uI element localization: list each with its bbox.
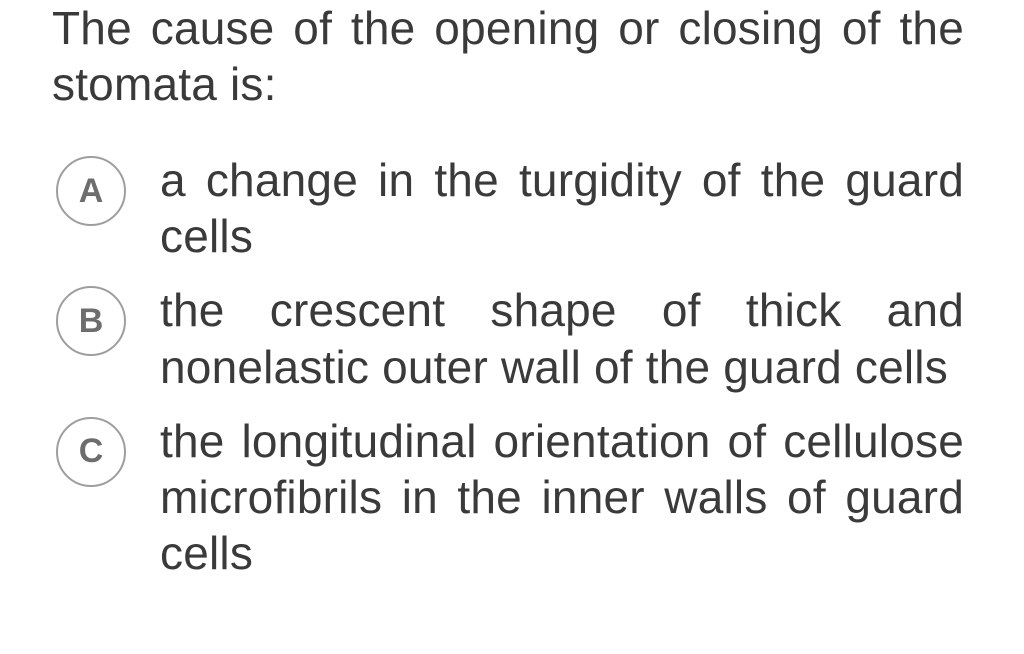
option-label: B xyxy=(79,302,104,341)
option-badge-a: A xyxy=(56,156,126,226)
question-text: The cause of the opening or closing of t… xyxy=(52,0,964,112)
option-badge-c: C xyxy=(56,417,126,487)
option-text: the longitudinal orientation of cellulos… xyxy=(160,413,964,581)
options-list: A a change in the turgidity of the guard… xyxy=(52,152,964,581)
option-c[interactable]: C the longitudinal orientation of cellul… xyxy=(56,413,964,581)
option-a[interactable]: A a change in the turgidity of the guard… xyxy=(56,152,964,264)
option-text: a change in the turgidity of the guard c… xyxy=(160,152,964,264)
option-badge-b: B xyxy=(56,286,126,356)
option-text: the crescent shape of thick and nonelast… xyxy=(160,282,964,394)
question-block: The cause of the opening or closing of t… xyxy=(0,0,1024,581)
option-label: C xyxy=(79,432,104,471)
option-b[interactable]: B the crescent shape of thick and nonela… xyxy=(56,282,964,394)
option-label: A xyxy=(79,172,104,211)
